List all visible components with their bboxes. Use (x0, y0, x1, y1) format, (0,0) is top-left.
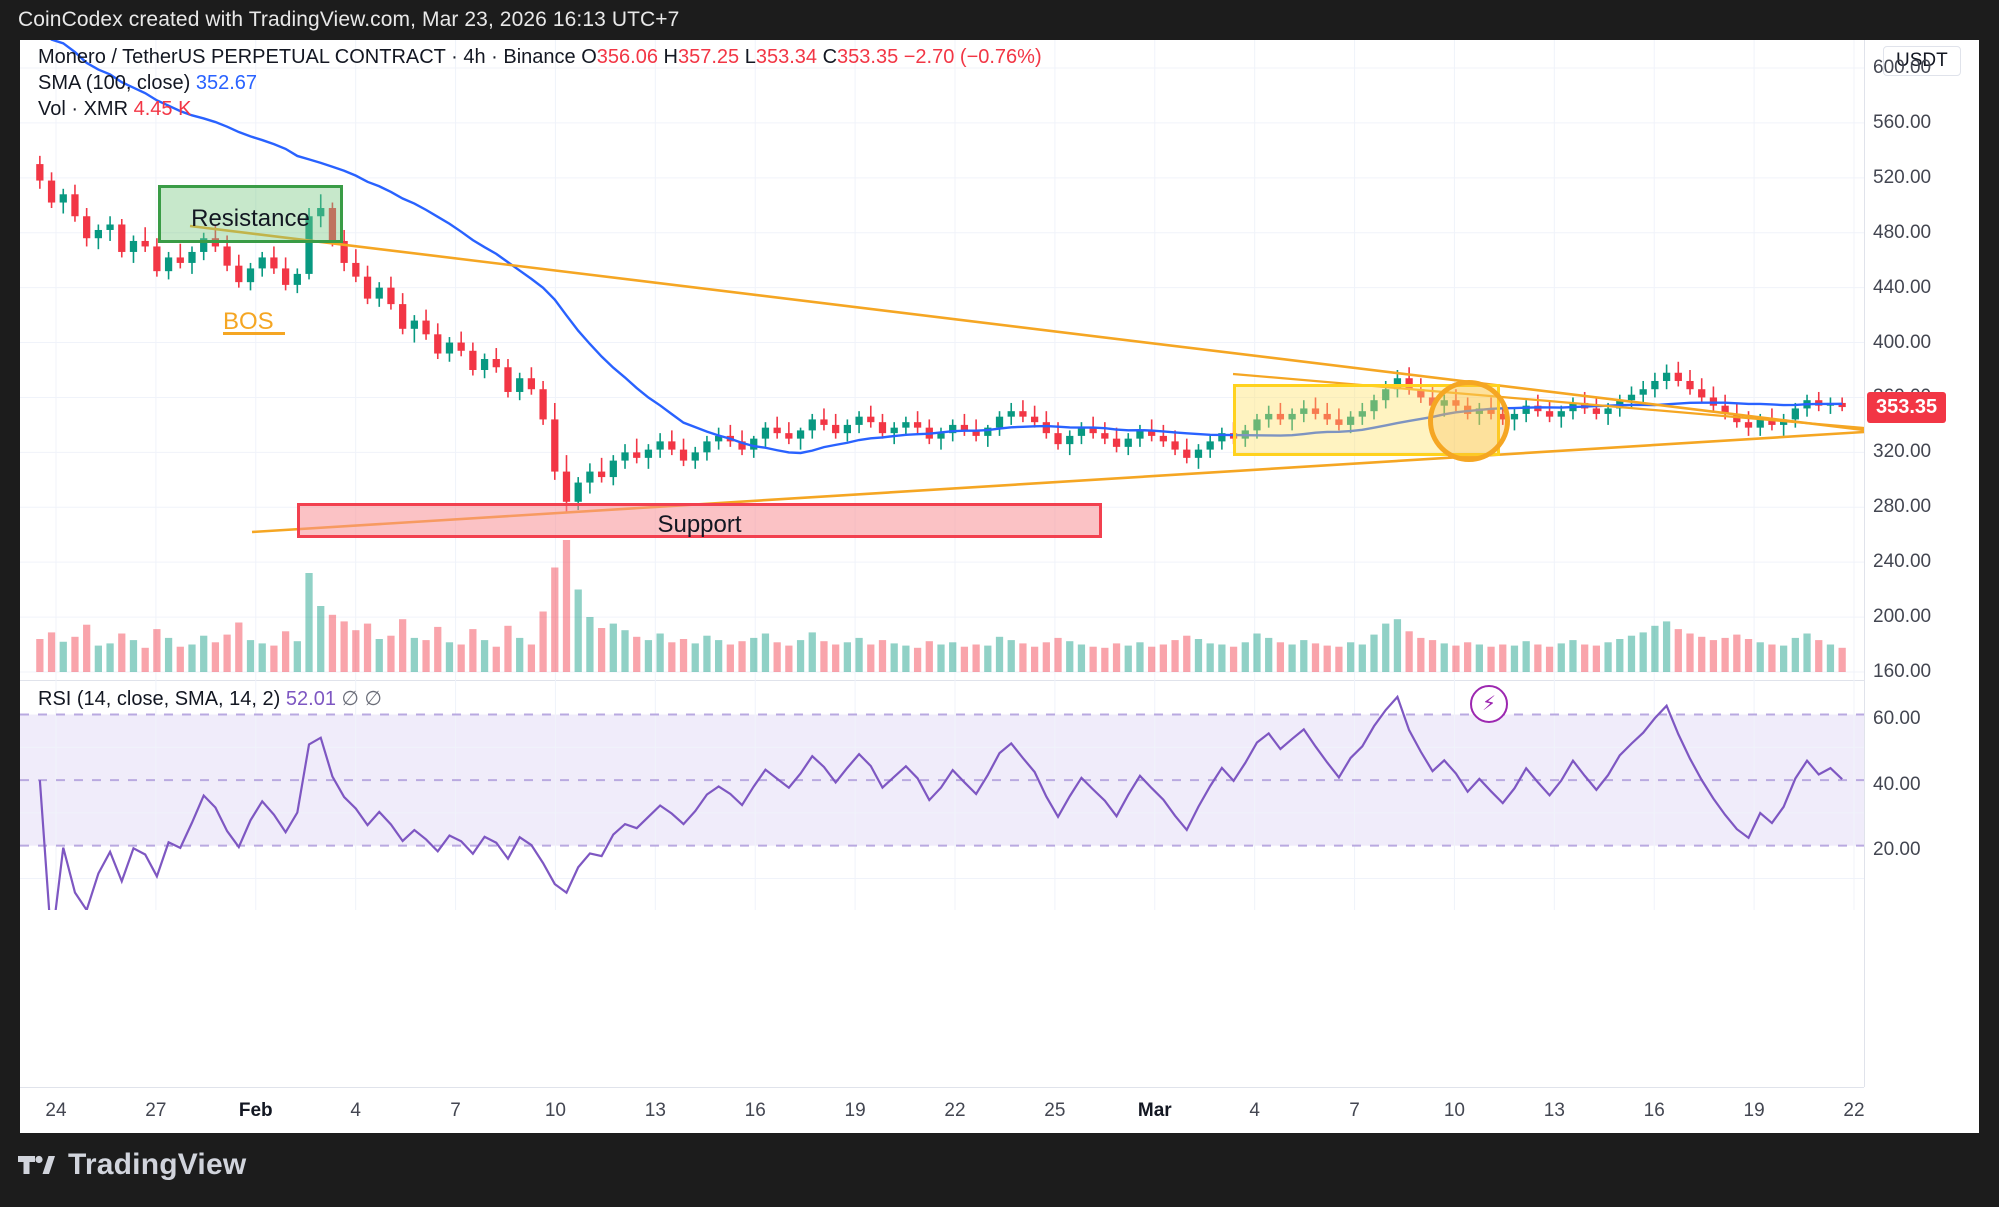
legend-row-sma: SMA (100, close) 352.67 (38, 70, 1042, 96)
legend-high-value: 357.25 (677, 46, 740, 68)
time-axis-tick: 13 (644, 1100, 666, 1121)
breakout-circle[interactable] (1428, 380, 1510, 462)
rsi-value: 52.01 (285, 688, 336, 710)
lightning-badge[interactable]: ⚡ (1470, 685, 1508, 723)
price-pane[interactable] (20, 40, 1864, 680)
support-zone[interactable]: Support (297, 503, 1102, 538)
legend-row-symbol: Monero / TetherUS PERPETUAL CONTRACT · 4… (38, 44, 1042, 70)
legend-sep-1: · (451, 46, 458, 68)
resistance-zone[interactable]: Resistance (158, 185, 343, 243)
pane-divider (20, 680, 1864, 681)
volume-label[interactable]: Vol · XMR (38, 98, 129, 120)
price-axis-tick: 560.00 (1873, 111, 1932, 133)
currency-chip[interactable]: USDT (1883, 46, 1961, 76)
time-axis-tick: 10 (1443, 1100, 1466, 1121)
legend-low-value: 353.34 (755, 46, 817, 68)
bos-line (223, 332, 285, 335)
rsi-plot[interactable] (20, 680, 1864, 910)
legend-high-label: H (663, 46, 678, 68)
price-axis-tick: 480.00 (1873, 221, 1932, 243)
price-axis-tick: 240.00 (1873, 551, 1932, 573)
price-plot[interactable] (20, 40, 1864, 680)
price-axis-tick: 600.00 (1873, 57, 1932, 78)
time-axis-tick: 16 (744, 1100, 766, 1121)
rsi-hide-icon[interactable]: ∅ (364, 688, 382, 710)
time-axis-tick: 10 (544, 1100, 567, 1121)
rsi-legend: RSI (14, close, SMA, 14, 2) 52.01 ∅ ∅ (38, 686, 382, 711)
attribution-bar: CoinCodex created with TradingView.com, … (0, 0, 1999, 40)
time-axis-tick: 4 (350, 1100, 361, 1121)
legend-change: −2.70 (−0.76%) (903, 46, 1042, 68)
legend-symbol[interactable]: Monero / TetherUS PERPETUAL CONTRACT (38, 46, 446, 68)
support-label: Support (657, 511, 742, 538)
left-gutter (0, 40, 20, 1133)
last-price-badge: 353.35 (1867, 391, 1947, 423)
volume-value: 4.45 K (133, 98, 192, 120)
rsi-axis-tick: 60.00 (1873, 708, 1921, 730)
price-axis[interactable]: USDT 600.00 560.00 520.00 480.00 440.00 400.0… (1864, 40, 1979, 1087)
legend-row-volume: Vol · XMR 4.45 K (38, 96, 1042, 122)
time-axis-tick: 27 (145, 1100, 167, 1121)
bottom-strip (0, 1133, 1999, 1207)
time-axis-tick: 4 (1249, 1100, 1260, 1121)
rsi-settings-icon[interactable]: ∅ (341, 688, 359, 710)
time-axis-tick: 7 (1349, 1100, 1360, 1121)
time-axis[interactable]: 24 27 Feb 4 7 10 13 16 19 22 25 Mar 4 7 10 13 16 19 22 (20, 1087, 1865, 1133)
price-axis-tick: 520.00 (1873, 166, 1932, 188)
legend-low-label: L (744, 46, 756, 68)
time-axis-tick: 22 (1843, 1100, 1865, 1121)
legend-interval[interactable]: 4h (463, 46, 486, 68)
tradingview-mark-icon (18, 1152, 56, 1178)
sma-value: 352.67 (195, 72, 258, 94)
rsi-pane[interactable] (20, 680, 1864, 910)
time-axis-tick: Mar (1137, 1100, 1172, 1121)
price-axis-tick: 440.00 (1873, 276, 1932, 298)
bos-label: BOS (223, 308, 274, 335)
legend-exchange[interactable]: Binance (503, 46, 576, 68)
right-gutter (1979, 40, 1999, 1133)
price-axis-tick: 160.00 (1873, 661, 1932, 682)
price-axis-tick: 400.00 (1873, 331, 1932, 353)
time-axis-tick: Feb (238, 1100, 273, 1121)
price-axis-tick: 280.00 (1873, 496, 1932, 518)
legend-open-label: O (581, 46, 597, 68)
price-axis-tick: 320.00 (1873, 441, 1932, 463)
legend-open-value: 356.06 (596, 46, 658, 68)
tradingview-logo: TradingView (18, 1148, 246, 1182)
rsi-label[interactable]: RSI (14, close, SMA, 14, 2) (38, 688, 281, 710)
legend-close-value: 353.35 (837, 46, 899, 68)
legend-close-label: C (822, 46, 838, 68)
price-legend: Monero / TetherUS PERPETUAL CONTRACT · 4… (38, 44, 1042, 122)
time-axis-tick: 24 (45, 1100, 67, 1121)
time-axis-tick: 13 (1543, 1100, 1565, 1121)
time-axis-tick: 22 (944, 1100, 966, 1121)
time-axis-tick: 25 (1044, 1100, 1066, 1121)
rsi-axis-tick: 20.00 (1873, 839, 1921, 861)
legend-sep-2: · (491, 46, 498, 68)
time-axis-tick: 19 (1743, 1100, 1765, 1121)
tradingview-wordmark: TradingView (68, 1148, 247, 1181)
time-axis-tick: 19 (844, 1100, 866, 1121)
chart-frame[interactable]: Resistance Support BOS ⚡ Monero / Tether… (20, 40, 1979, 1133)
price-axis-tick: 200.00 (1873, 606, 1932, 628)
time-axis-tick: 16 (1643, 1100, 1665, 1121)
rsi-axis-tick: 40.00 (1873, 773, 1921, 795)
sma-label[interactable]: SMA (100, close) (38, 72, 191, 94)
resistance-label: Resistance (191, 205, 310, 232)
time-axis-tick: 7 (450, 1100, 461, 1121)
